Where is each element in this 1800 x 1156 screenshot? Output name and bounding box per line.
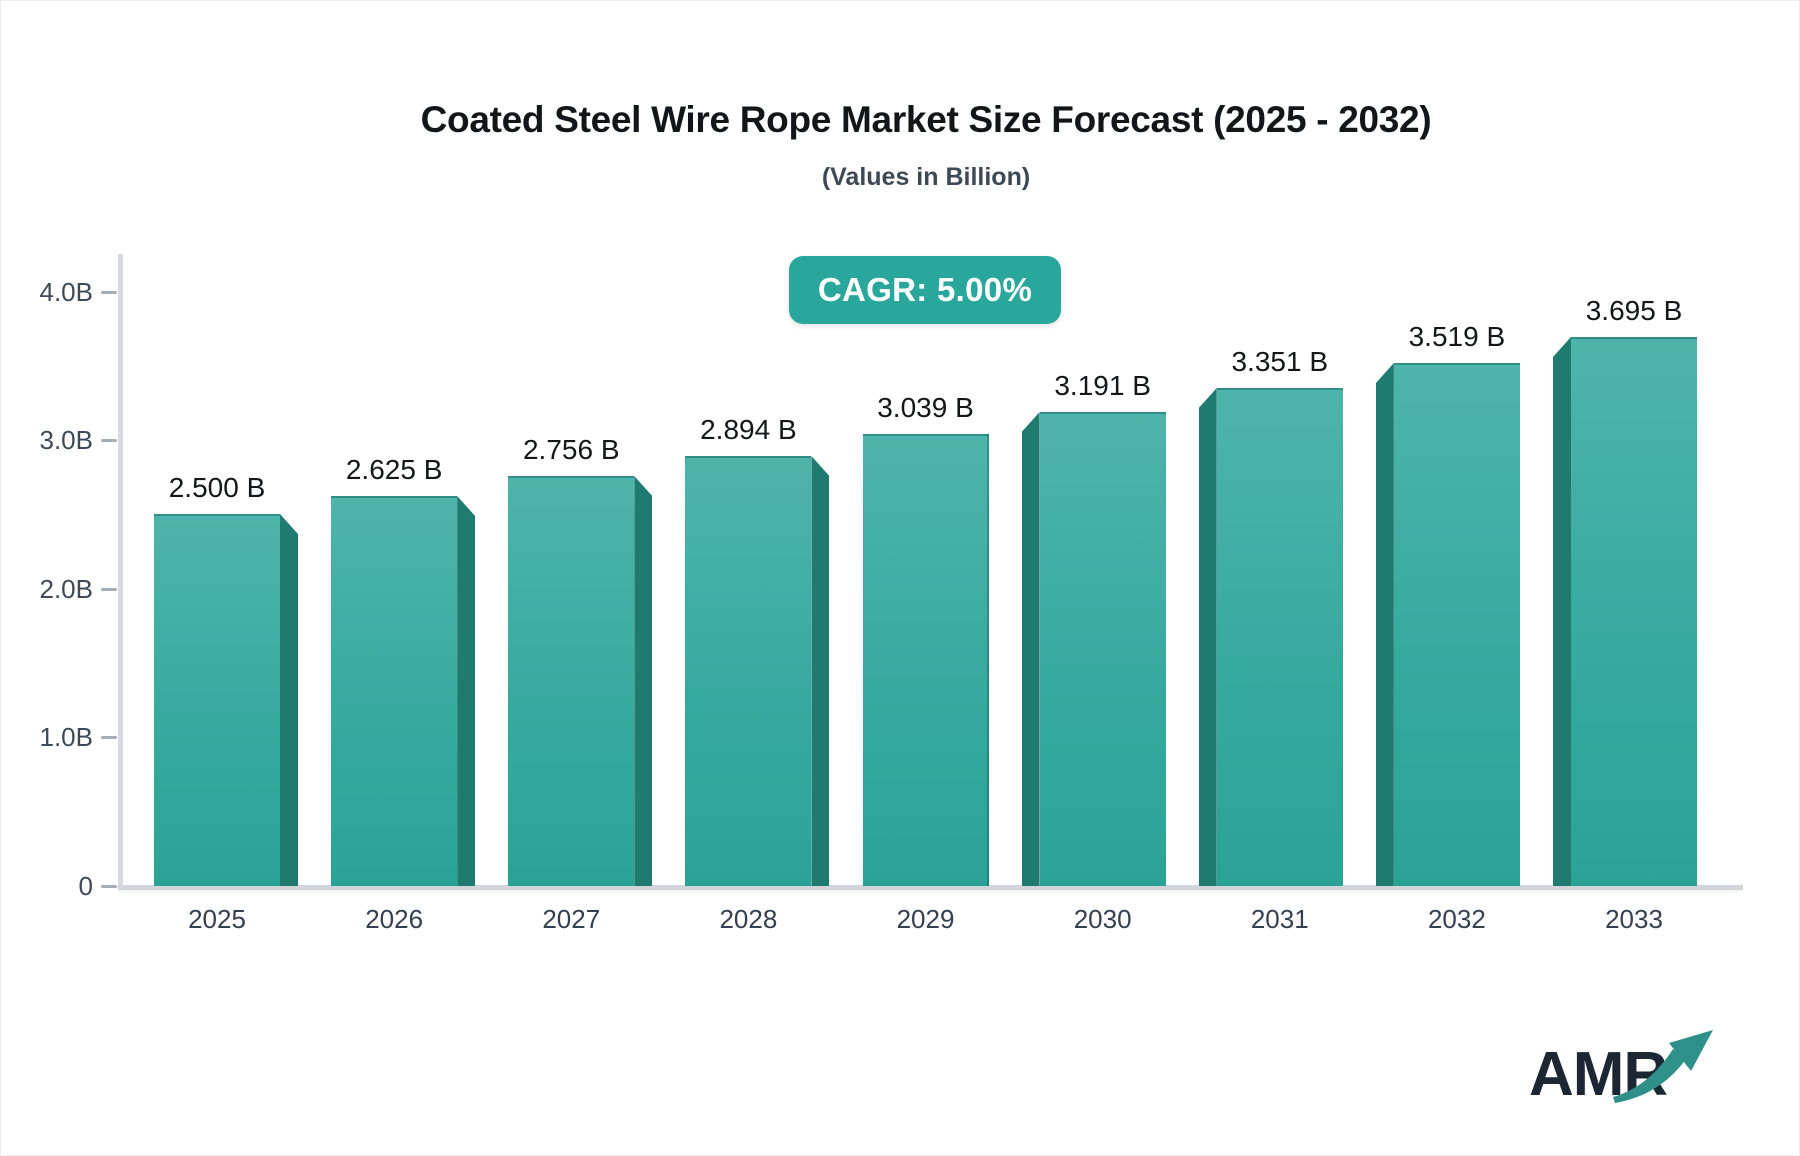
bar-3d-side-2025 bbox=[280, 514, 298, 886]
bar-value-label-2029: 3.039 B bbox=[877, 392, 974, 423]
amr-logo-text: AMR bbox=[1529, 1040, 1668, 1109]
bar-value-label-2028: 2.894 B bbox=[700, 414, 797, 445]
cagr-badge-label: CAGR: 5.00% bbox=[817, 271, 1033, 308]
x-axis-baseline bbox=[118, 885, 1743, 890]
x-tick-label-2033: 2033 bbox=[1605, 904, 1663, 934]
bar-3d-side-2028 bbox=[811, 456, 830, 886]
bar-3d-side-2033 bbox=[1553, 337, 1571, 886]
bar-3d-side-2030 bbox=[1021, 412, 1040, 886]
y-tick-dash bbox=[101, 736, 117, 740]
x-tick-label-2027: 2027 bbox=[542, 904, 601, 934]
x-tick-label-2028: 2028 bbox=[719, 904, 778, 934]
bar-2025 bbox=[154, 514, 280, 886]
y-tick-label: 1.0B bbox=[39, 722, 94, 753]
bar-3d-side-2026 bbox=[457, 496, 476, 886]
bar-2026 bbox=[331, 496, 458, 886]
chart-subtitle: (Values in Billion) bbox=[821, 163, 1031, 191]
y-tick-label: 3.0B bbox=[39, 425, 94, 456]
y-tick-label: 2.0B bbox=[39, 573, 94, 604]
y-tick-dash bbox=[101, 290, 117, 294]
y-tick-dash bbox=[101, 439, 117, 443]
cagr-badge: CAGR: 5.00% bbox=[789, 256, 1061, 324]
x-tick-label-2030: 2030 bbox=[1073, 904, 1132, 934]
bar-2028 bbox=[685, 456, 812, 886]
y-axis-line bbox=[118, 254, 123, 890]
bar-value-label-2025: 2.500 B bbox=[168, 472, 266, 503]
chart-title: Coated Steel Wire Rope Market Size Forec… bbox=[420, 99, 1432, 140]
bar-2031 bbox=[1216, 388, 1343, 886]
bar-value-label-2033: 3.695 B bbox=[1585, 295, 1683, 326]
x-tick-label-2029: 2029 bbox=[896, 904, 955, 934]
y-tick-label: 4.0B bbox=[39, 276, 94, 307]
y-tick-label: 0 bbox=[78, 871, 93, 901]
bar-2027 bbox=[508, 476, 635, 886]
y-tick-dash bbox=[101, 587, 117, 591]
bar-value-label-2027: 2.756 B bbox=[522, 434, 620, 465]
bar-3d-side-2031 bbox=[1198, 388, 1217, 886]
bar-value-label-2032: 3.519 B bbox=[1408, 321, 1506, 352]
bar-value-label-2026: 2.625 B bbox=[345, 454, 443, 485]
x-tick-label-2031: 2031 bbox=[1250, 904, 1309, 934]
bar-value-label-2030: 3.191 B bbox=[1054, 370, 1151, 401]
bar-3d-side-2032 bbox=[1375, 363, 1394, 886]
y-tick-dash bbox=[101, 885, 117, 888]
x-tick-label-2025: 2025 bbox=[188, 904, 246, 934]
bar-2033 bbox=[1571, 337, 1697, 886]
x-tick-label-2032: 2032 bbox=[1427, 904, 1486, 934]
bar-2032 bbox=[1393, 363, 1520, 886]
growth-arrow-icon bbox=[1613, 1030, 1713, 1103]
x-tick-label-2026: 2026 bbox=[365, 904, 424, 934]
bar-2030 bbox=[1039, 412, 1166, 886]
bar-3d-side-2027 bbox=[634, 476, 653, 886]
bar-value-label-2031: 3.351 B bbox=[1231, 346, 1329, 377]
bar-2029 bbox=[862, 434, 989, 886]
